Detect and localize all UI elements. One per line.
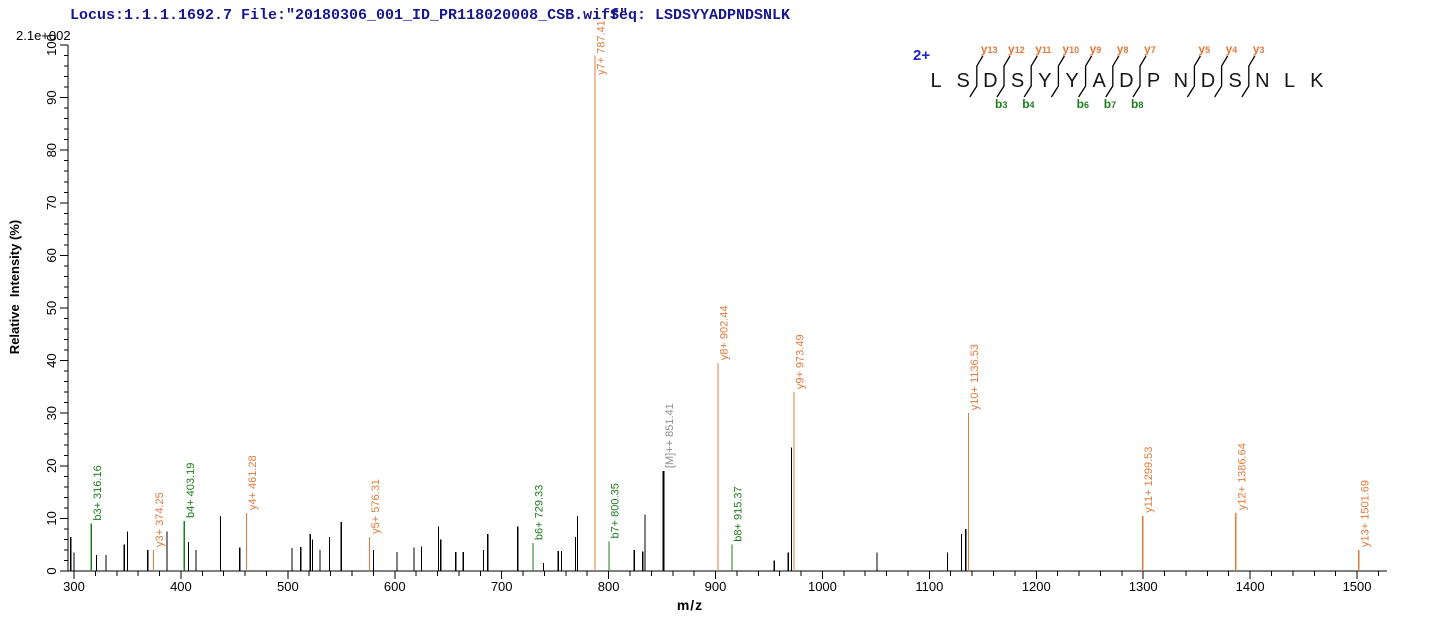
cleavage-mark: [1214, 55, 1229, 98]
residue-letter: N: [1255, 70, 1269, 92]
residue-letter: D: [1201, 70, 1215, 92]
y-tick-label: 20: [44, 459, 59, 473]
b-ion-label: b6: [1077, 97, 1089, 111]
y-tick-label: 100: [44, 34, 59, 56]
y-ion-label: y13: [981, 42, 998, 56]
peak-label: y8+ 902.44: [719, 305, 731, 360]
cleavage-mark: [1105, 55, 1120, 98]
x-tick-label: 900: [705, 579, 727, 594]
y-ion-label: y12: [1008, 42, 1025, 56]
peak-label: b8+ 915.37: [732, 486, 744, 541]
residue-letter: Y: [1038, 70, 1051, 92]
y-ion-label: y8: [1117, 42, 1129, 56]
y-tick-label: 40: [44, 353, 59, 367]
y-tick-label: 70: [44, 196, 59, 210]
residue-letter: K: [1310, 70, 1324, 92]
residue-letter: A: [1093, 70, 1107, 92]
cleavage-mark: [996, 55, 1011, 98]
cleavage-mark: [1023, 55, 1038, 98]
b-ion-label: b4: [1022, 97, 1034, 111]
peak-label: b6+ 729.33: [534, 485, 546, 540]
y-tick-label: 60: [44, 248, 59, 262]
residue-letter: N: [1174, 70, 1188, 92]
peak-label: b4+ 403.19: [185, 463, 197, 518]
y-tick-label: 0: [44, 567, 59, 574]
peak-label: y3+ 374.25: [154, 492, 166, 547]
peak-label: b7+ 800.35: [609, 483, 621, 538]
y-tick-label: 50: [44, 301, 59, 315]
y-ion-label: y5: [1198, 42, 1210, 56]
peak-label: y10+ 1136.53: [969, 344, 981, 410]
x-tick-label: 1000: [808, 579, 837, 594]
x-tick-label: 300: [63, 579, 85, 594]
x-tick-label: 800: [598, 579, 620, 594]
x-tick-label: 1100: [915, 579, 943, 594]
b-ion-label: b3: [995, 97, 1007, 111]
y-ion-label: y4: [1226, 42, 1238, 56]
x-axis-title: m/z: [676, 597, 704, 613]
x-tick-label: 600: [384, 579, 406, 594]
y-ion-label: y3: [1253, 42, 1265, 56]
y-tick-label: 90: [44, 90, 59, 104]
peak-label: y4+ 461.28: [247, 455, 259, 510]
cleavage-mark: [1078, 55, 1093, 98]
x-tick-label: 1400: [1236, 579, 1265, 594]
peak-label: b3+ 316.16: [92, 465, 104, 520]
x-tick-label: 500: [277, 579, 299, 594]
x-tick-label: 1200: [1022, 579, 1051, 594]
y-tick-label: 10: [44, 511, 59, 525]
residue-letter: D: [1119, 70, 1133, 92]
locus-file-label: Locus:1.1.1.1692.7 File:"20180306_001_ID…: [70, 7, 629, 24]
b-ion-label: b7: [1104, 97, 1116, 111]
y-ion-label: y10: [1062, 42, 1079, 56]
x-tick-label: 400: [170, 579, 192, 594]
residue-letter: L: [930, 70, 941, 92]
cleavage-mark: [1241, 55, 1256, 98]
peak-label: y5+ 576.31: [370, 479, 382, 534]
y-ion-label: y9: [1090, 42, 1102, 56]
peak-label: y7+ 787.41: [596, 20, 608, 75]
x-tick-label: 1500: [1343, 579, 1372, 594]
residue-letter: Y: [1065, 70, 1078, 92]
y-ion-label: y7: [1144, 42, 1156, 56]
peak-label: y11+ 1299.53: [1143, 447, 1155, 513]
peak-label: y12+ 1386.64: [1236, 443, 1248, 510]
residue-letter: S: [957, 70, 970, 92]
y-tick-label: 80: [44, 143, 59, 157]
residue-letter: D: [983, 70, 997, 92]
b-ion-label: b8: [1131, 97, 1143, 111]
residue-letter: L: [1284, 70, 1295, 92]
x-tick-label: 1300: [1129, 579, 1158, 594]
cleavage-mark: [1050, 55, 1065, 98]
cleavage-mark: [969, 55, 984, 98]
cleavage-mark: [1186, 55, 1201, 98]
peak-label: y9+ 973.49: [795, 334, 807, 389]
peak-label: y13+ 1501.69: [1359, 480, 1371, 547]
residue-letter: P: [1147, 70, 1160, 92]
residue-letter: S: [1229, 70, 1242, 92]
y-tick-label: 30: [44, 406, 59, 420]
max-intensity-label: 2.1e+002: [16, 28, 71, 43]
cleavage-mark: [1132, 55, 1147, 98]
y-ion-label: y11: [1035, 42, 1051, 56]
peak-label: [M]++ 851.41: [664, 403, 676, 468]
residue-letter: S: [1011, 70, 1024, 92]
charge-state-label: 2+: [913, 47, 930, 64]
sequence-header-label: Seq: LSDSYYADPNDSNLK: [610, 7, 791, 24]
x-tick-label: 700: [491, 579, 513, 594]
